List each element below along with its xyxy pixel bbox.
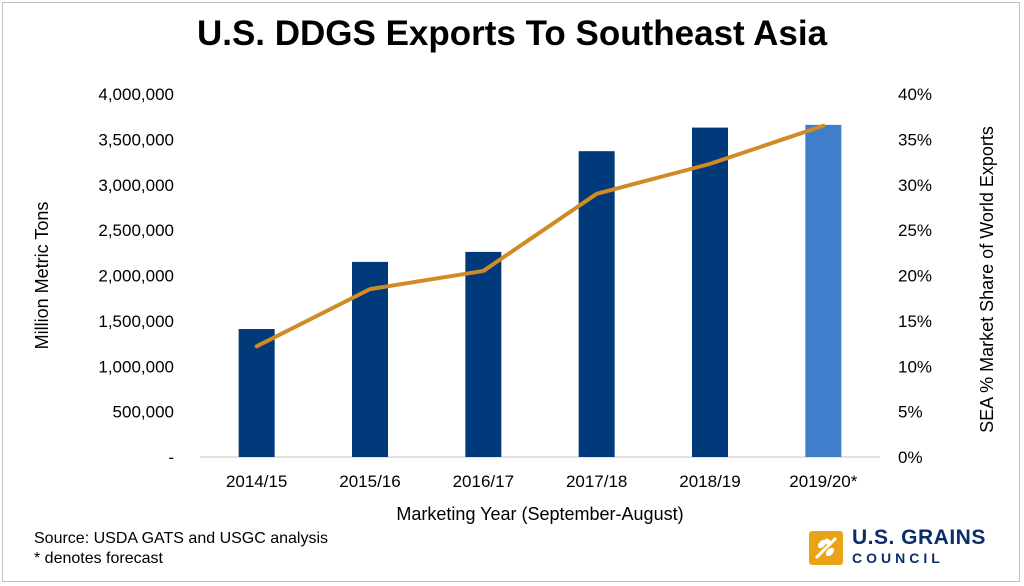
left-tick-label: 1,000,000 xyxy=(98,357,174,376)
grain-stalk-icon xyxy=(809,531,843,565)
bar-5 xyxy=(805,124,842,457)
x-tick-label: 2014/15 xyxy=(226,472,287,491)
bar-2 xyxy=(465,251,502,457)
left-tick-label: - xyxy=(168,448,174,467)
bar-0 xyxy=(238,329,275,457)
x-tick-label: 2016/17 xyxy=(453,472,514,491)
chart-title: U.S. DDGS Exports To Southeast Asia xyxy=(196,14,828,53)
right-tick-label: 15% xyxy=(898,312,932,331)
logo-name: U.S. GRAINS xyxy=(852,526,986,549)
left-tick-label: 3,000,000 xyxy=(98,176,174,195)
left-tick-label: 4,000,000 xyxy=(98,85,174,104)
right-tick-label: 25% xyxy=(898,221,932,240)
left-tick-label: 500,000 xyxy=(113,403,174,422)
right-tick-label: 20% xyxy=(898,267,932,286)
forecast-note: * denotes forecast xyxy=(34,550,163,567)
source-note: Source: USDA GATS and USGC analysis * de… xyxy=(34,529,328,569)
right-tick-label: 30% xyxy=(898,176,932,195)
x-tick-label: 2017/18 xyxy=(566,472,627,491)
left-tick-label: 2,000,000 xyxy=(98,267,174,286)
left-tick-label: 3,500,000 xyxy=(98,130,174,149)
source-text: Source: USDA GATS and USGC analysis xyxy=(34,530,329,547)
share-line-series xyxy=(254,123,826,349)
left-tick-label: 2,500,000 xyxy=(98,221,174,240)
bar-series xyxy=(238,124,842,458)
right-tick-label: 35% xyxy=(898,130,932,149)
bar-4 xyxy=(692,127,728,457)
x-tick-label: 2018/19 xyxy=(679,472,740,491)
x-axis-label: Marketing Year (September-August) xyxy=(396,504,683,524)
bar-3 xyxy=(578,151,615,458)
x-tick-label: 2015/16 xyxy=(339,472,400,491)
logo-subname: COUNCIL xyxy=(852,550,944,566)
right-tick-label: 5% xyxy=(898,403,923,422)
right-axis-ticks: 0% 5% 10% 15% 20% 25% 30% 35% 40% xyxy=(898,85,932,467)
left-tick-label: 1,500,000 xyxy=(98,312,174,331)
x-tick-label: 2019/20* xyxy=(789,472,857,491)
y-axis-label: Million Metric Tons xyxy=(32,202,52,350)
left-axis-ticks: - 500,000 1,000,000 1,500,000 2,000,000 2,500… xyxy=(98,85,174,467)
x-axis-ticks: 2014/15 2015/16 2016/17 2017/18 2018/19 2019/… xyxy=(226,472,858,491)
right-tick-label: 0% xyxy=(898,448,923,467)
y2-axis-label: SEA % Market Share of World Exports xyxy=(977,126,997,433)
right-tick-label: 10% xyxy=(898,357,932,376)
usgc-logo: U.S. GRAINS COUNCIL xyxy=(808,526,986,568)
right-tick-label: 40% xyxy=(898,85,932,104)
